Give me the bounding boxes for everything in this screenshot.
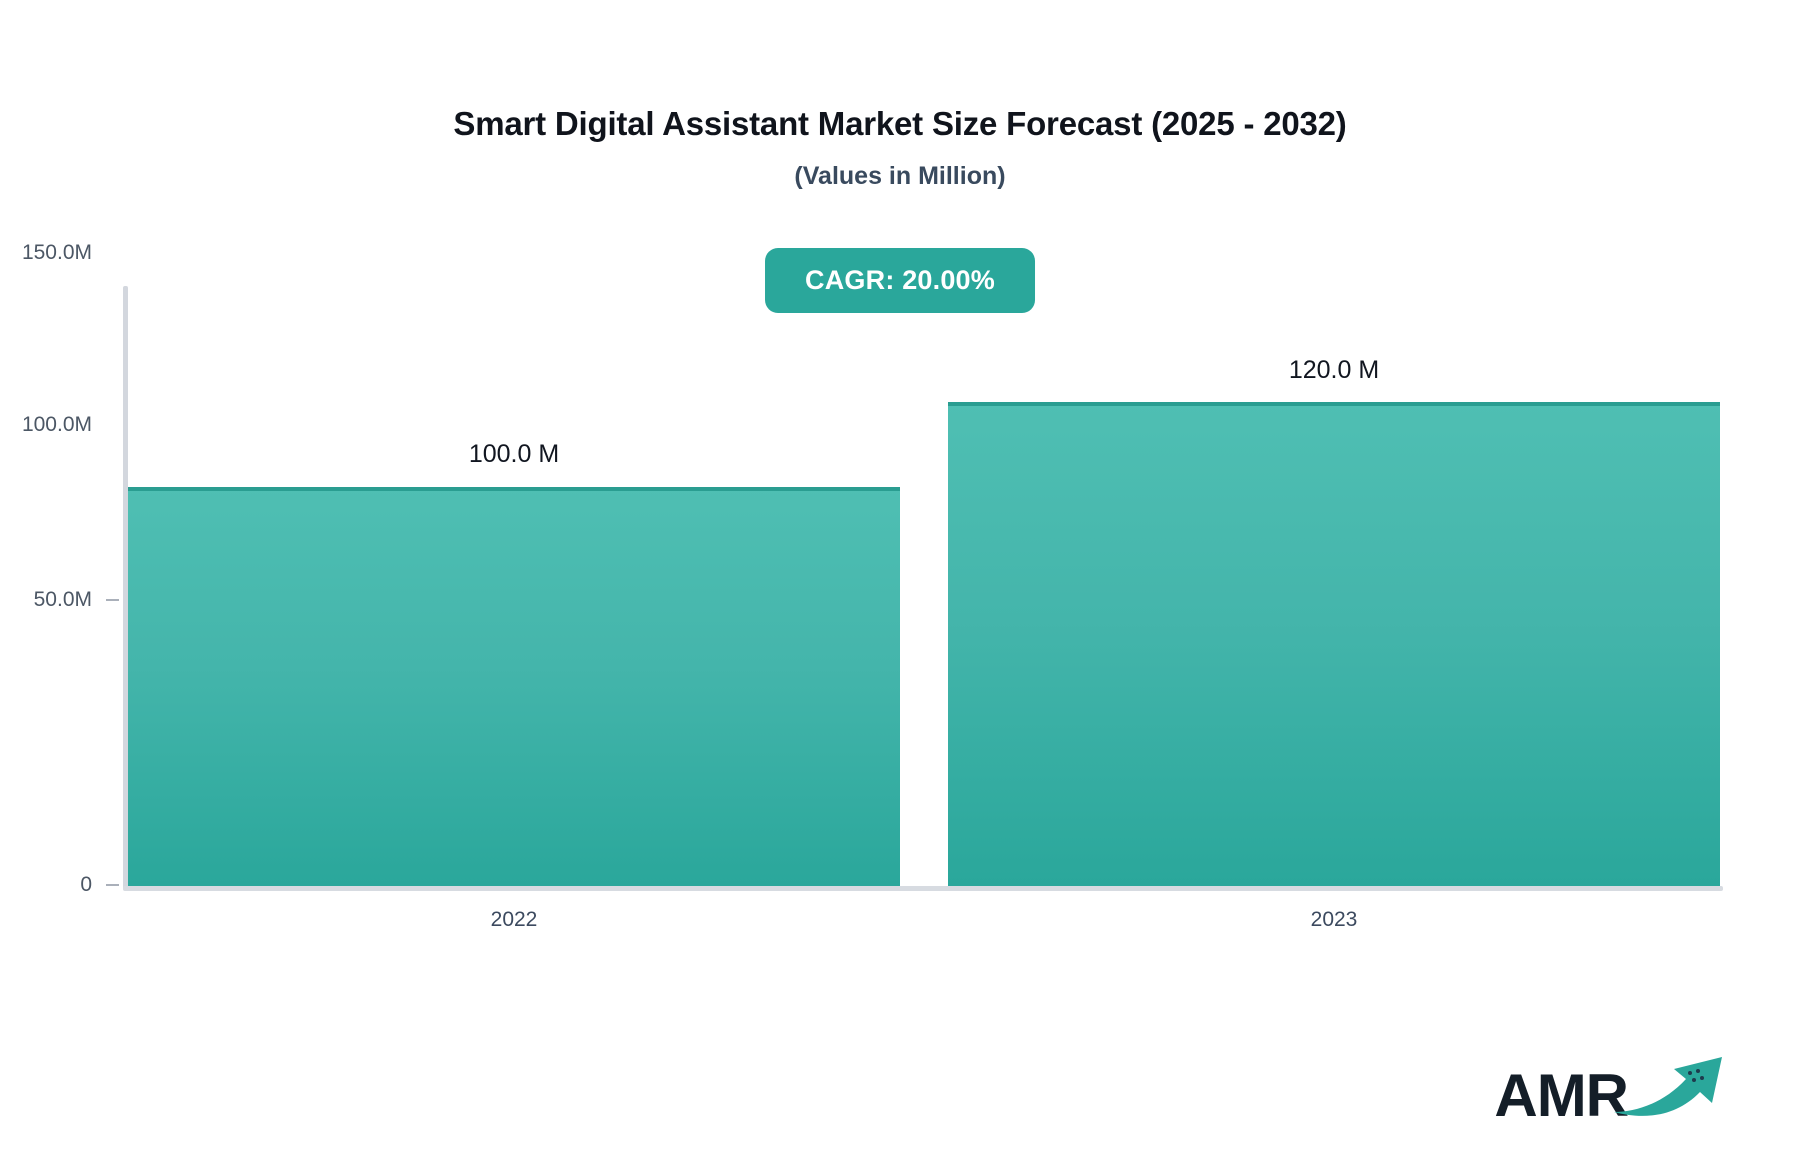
cagr-badge: CAGR: 20.00% [765, 248, 1035, 313]
logo-wordmark: AMR [1494, 1062, 1629, 1129]
y-axis-label-100: 100.0M [21, 413, 92, 436]
bar-top-edge [128, 487, 900, 491]
x-axis-line [123, 886, 1723, 891]
y-axis-label-150: 150.0M [21, 241, 92, 264]
y-axis-label-50: 50.0M [33, 588, 92, 611]
y-axis-tick-50 [106, 599, 119, 601]
x-axis-label-2022: 2022 [490, 908, 538, 931]
y-axis-label-0: 0 [80, 873, 92, 896]
chart-subtitle: (Values in Million) [794, 161, 1006, 190]
chart-title: Smart Digital Assistant Market Size Fore… [453, 105, 1347, 142]
x-axis-label-2023: 2023 [1310, 908, 1358, 931]
bar-top-edge [948, 402, 1720, 406]
y-axis-tick-0 [106, 884, 119, 886]
trend-up-arrow-icon [1612, 1049, 1732, 1124]
bar-value-label-2023: 120.0 M [1288, 356, 1380, 384]
bar-value-label-2022: 100.0 M [468, 440, 560, 468]
bar-2023[interactable] [948, 402, 1720, 886]
amr-logo: AMR [1494, 1040, 1732, 1126]
chart-header: Smart Digital Assistant Market Size Fore… [0, 104, 1800, 191]
y-axis-line [123, 286, 128, 890]
bar-2022[interactable] [128, 487, 900, 886]
